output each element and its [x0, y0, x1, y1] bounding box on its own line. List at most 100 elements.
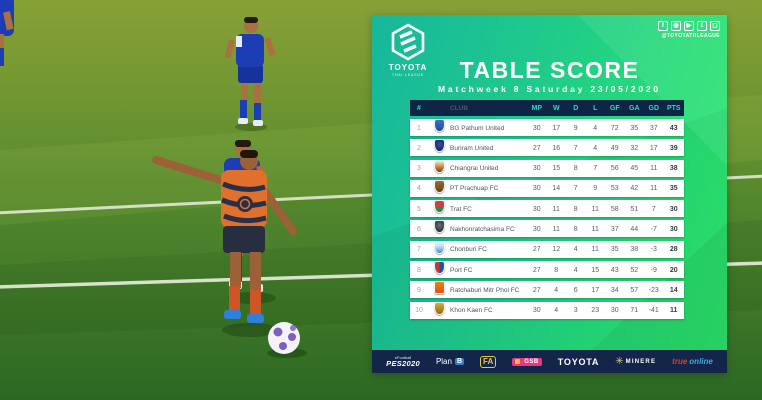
stat-pts: 14 — [669, 286, 678, 294]
line-icon[interactable]: ◻ — [710, 21, 720, 31]
facebook-icon[interactable]: f — [658, 21, 668, 31]
stat-pts: 28 — [669, 246, 678, 254]
stat-gf: 58 — [610, 205, 619, 213]
stat-w: 12 — [552, 246, 561, 254]
table-row: 3 Chiangrai United 30 15 8 7 56 45 11 38 — [410, 159, 684, 177]
stat-mp: 30 — [532, 165, 541, 173]
rank: 5 — [417, 205, 421, 213]
gsb-text: GSB — [524, 358, 539, 365]
youtube-icon[interactable]: ▶ — [684, 21, 694, 31]
sponsor-minere: ✳ MINERE — [615, 356, 656, 367]
stat-gd: 11 — [650, 165, 658, 173]
stat-w: 4 — [554, 286, 559, 294]
player-blue-corner — [0, 0, 14, 66]
stat-gf: 53 — [610, 185, 619, 193]
club-badge — [433, 119, 445, 132]
planb-text: Plan — [435, 357, 452, 366]
club-badge — [433, 159, 445, 173]
table-header-row: # CLUB MP W D L GF GA GD PTS — [410, 100, 684, 116]
table-row: 7 Chonburi FC 27 12 4 11 35 38 -3 28 — [410, 240, 684, 258]
club-badge — [433, 301, 445, 315]
sponsor-bar: eFootball PES2020 Plan B FA GSB TOYOTA ✳… — [372, 350, 727, 373]
rank: 4 — [417, 185, 421, 193]
club-name: Chonburi FC — [450, 246, 487, 254]
league-table: # CLUB MP W D L GF GA GD PTS 1 BG Pathum… — [410, 100, 684, 322]
matchweek-subtitle: Matchweek 8 Saturday 23/05/2020 — [438, 84, 661, 94]
stat-d: 8 — [573, 225, 578, 233]
sponsor-gsb: GSB — [512, 357, 542, 366]
true-text: true — [672, 357, 688, 366]
rank: 3 — [417, 165, 421, 173]
sponsor-planb: Plan B — [435, 357, 465, 366]
stat-l: 11 — [591, 225, 599, 233]
rank: 8 — [417, 266, 421, 274]
player-orange-dribbler — [152, 150, 297, 337]
stat-mp: 30 — [532, 124, 541, 132]
stat-w: 11 — [552, 205, 560, 213]
rank: 10 — [415, 307, 423, 315]
stat-l: 15 — [591, 266, 600, 274]
stat-gd: 7 — [651, 205, 656, 213]
stat-l: 23 — [591, 307, 600, 315]
table-row: 2 Buriram United 27 16 7 4 49 32 17 39 — [410, 139, 684, 157]
stat-w: 11 — [552, 225, 560, 233]
stat-gf: 34 — [610, 286, 619, 294]
stat-w: 14 — [552, 185, 561, 193]
club-name: Chiangrai United — [450, 165, 499, 173]
stat-l: 17 — [591, 286, 600, 294]
stat-pts: 39 — [669, 144, 678, 152]
stat-l: 4 — [593, 124, 598, 132]
table-row: 6 Nakhonratchasima FC 30 11 8 11 37 44 -… — [410, 220, 684, 238]
stat-d: 4 — [573, 246, 578, 254]
col-w: W — [552, 104, 560, 112]
stat-gf: 56 — [610, 165, 619, 173]
club-badge — [433, 139, 445, 153]
player-blue-far — [224, 17, 276, 131]
stat-gd: -9 — [650, 266, 657, 274]
club-name: Port FC — [450, 266, 473, 274]
gsb-icon — [515, 359, 521, 364]
stat-pts: 20 — [669, 266, 678, 274]
sponsor-true-online: true online — [672, 357, 713, 366]
stat-l: 11 — [591, 205, 599, 213]
stat-gd: -3 — [650, 246, 657, 254]
twitter-icon[interactable]: t — [697, 21, 707, 31]
stat-d: 3 — [573, 307, 578, 315]
col-rank: # — [417, 104, 421, 112]
stat-ga: 57 — [630, 286, 639, 294]
stat-gd: 17 — [649, 144, 658, 152]
stat-gf: 43 — [610, 266, 619, 274]
table-row: 10 Khon Kaen FC 30 4 3 23 30 71 -41 11 — [410, 301, 684, 319]
social-handle: @TOYOTATHLEAGUE — [661, 33, 720, 39]
sponsor-toyota: TOYOTA — [557, 356, 600, 367]
social-block: f ◉ ▶ t ◻ @TOYOTATHLEAGUE — [658, 21, 720, 39]
league-brand: TOYOTA THAI LEAGUE — [385, 23, 431, 77]
club-badge — [433, 240, 445, 254]
club-name: BG Pathum United — [450, 124, 505, 132]
stat-ga: 45 — [630, 165, 639, 173]
stat-w: 8 — [554, 266, 559, 274]
col-pts: PTS — [666, 104, 681, 112]
stat-l: 9 — [593, 185, 598, 193]
stat-gf: 35 — [610, 246, 619, 254]
stat-ga: 52 — [630, 266, 639, 274]
table-row: 8 Port FC 27 8 4 15 43 52 -9 20 — [410, 261, 684, 279]
stat-ga: 71 — [630, 307, 639, 315]
stat-ga: 32 — [630, 144, 639, 152]
club-badge — [433, 200, 445, 214]
panel-title: TABLE SCORE — [459, 57, 640, 83]
stat-gd: -41 — [648, 307, 659, 315]
stat-gd: -7 — [650, 225, 657, 233]
stat-mp: 27 — [532, 144, 541, 152]
stat-d: 9 — [573, 124, 578, 132]
stat-mp: 27 — [532, 266, 541, 274]
club-name: Trat FC — [450, 205, 472, 213]
stat-d: 7 — [573, 144, 578, 152]
rank: 2 — [417, 144, 421, 152]
stat-l: 7 — [593, 165, 598, 173]
instagram-icon[interactable]: ◉ — [671, 21, 681, 31]
stat-d: 4 — [573, 266, 578, 274]
stat-pts: 43 — [669, 124, 678, 132]
club-badge — [433, 220, 445, 234]
